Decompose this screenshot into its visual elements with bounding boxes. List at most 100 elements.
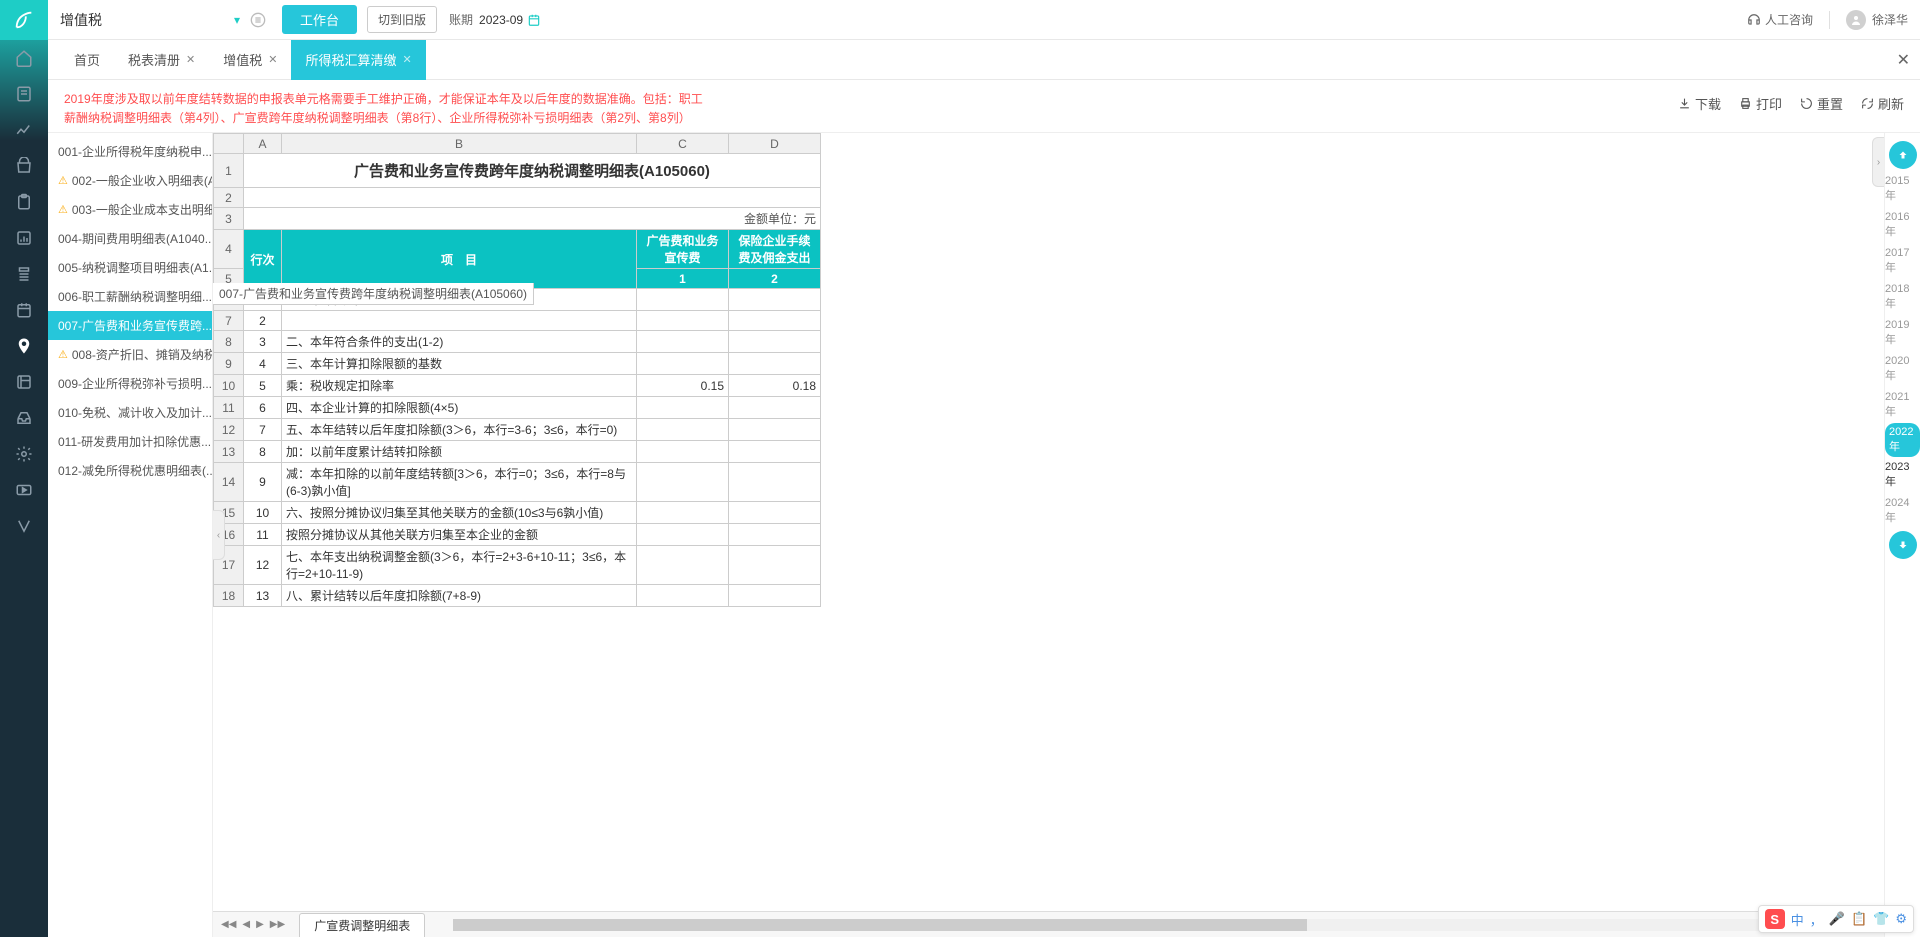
collapse-handle[interactable]: ‹ <box>213 510 225 560</box>
cell[interactable]: 6 <box>244 397 282 419</box>
cell[interactable] <box>729 289 821 311</box>
cell[interactable]: 4 <box>244 353 282 375</box>
cell[interactable] <box>729 311 821 331</box>
cell[interactable]: 七、本年支出纳税调整金额(3＞6，本行=2+3-6+10-11；3≤6，本行=2… <box>282 546 637 585</box>
year-item[interactable]: 2016年 <box>1885 207 1920 243</box>
user-menu[interactable]: 徐泽华 <box>1846 10 1908 30</box>
cell[interactable]: 减：本年扣除的以前年度结转额[3＞6，本行=0；3≤6，本行=8与(6-3)孰小… <box>282 463 637 502</box>
nav-video-icon[interactable] <box>0 472 48 508</box>
calendar-icon[interactable] <box>527 13 541 27</box>
sheet-nav-first-icon[interactable]: ◀◀ <box>219 919 238 930</box>
cell[interactable]: 三、本年计算扣除限额的基数 <box>282 353 637 375</box>
tab[interactable]: 首页 <box>60 40 114 80</box>
tab[interactable]: 税表清册✕ <box>114 40 209 80</box>
year-item[interactable]: 2019年 <box>1885 315 1920 351</box>
nav-bag-icon[interactable] <box>0 148 48 184</box>
cell[interactable] <box>729 463 821 502</box>
nav-settings-icon[interactable] <box>0 436 48 472</box>
nav-home-icon[interactable] <box>0 40 48 76</box>
cell[interactable] <box>637 311 729 331</box>
cell[interactable] <box>282 311 637 331</box>
year-item[interactable]: 2015年 <box>1885 171 1920 207</box>
module-dropdown[interactable]: 增值税 ▾ <box>60 10 240 30</box>
form-list-item[interactable]: ⚠002-一般企业收入明细表(A... <box>48 166 212 195</box>
cell[interactable]: 1 <box>637 269 729 289</box>
switch-old-button[interactable]: 切到旧版 <box>367 6 437 33</box>
sheet-nav-last-icon[interactable]: ▶▶ <box>268 919 287 930</box>
nav-doc-icon[interactable] <box>0 76 48 112</box>
cell[interactable]: 行次 <box>244 230 282 289</box>
nav-template-icon[interactable] <box>0 256 48 292</box>
nav-chart-icon[interactable] <box>0 112 48 148</box>
form-list-item[interactable]: 005-纳税调整项目明细表(A1... <box>48 253 212 282</box>
nav-archive-icon[interactable] <box>0 364 48 400</box>
cell[interactable]: 保险企业手续费及佣金支出 <box>729 230 821 269</box>
tab-close-icon[interactable]: ✕ <box>268 53 277 66</box>
cell[interactable]: 二、本年符合条件的支出(1-2) <box>282 331 637 353</box>
nav-report-icon[interactable] <box>0 220 48 256</box>
reset-button[interactable]: 重置 <box>1800 94 1843 113</box>
cell[interactable] <box>729 441 821 463</box>
cell[interactable]: 3 <box>244 331 282 353</box>
cell[interactable] <box>637 524 729 546</box>
cell[interactable]: 金额单位：元 <box>244 208 821 230</box>
cell[interactable]: 7 <box>244 419 282 441</box>
download-button[interactable]: 下载 <box>1678 94 1721 113</box>
cell[interactable]: 八、累计结转以后年度扣除额(7+8-9) <box>282 585 637 607</box>
cell[interactable] <box>729 585 821 607</box>
form-list-item[interactable]: 007-广告费和业务宣传费跨... <box>48 311 212 340</box>
year-item[interactable]: 2022年 <box>1885 423 1920 457</box>
cell[interactable]: 13 <box>244 585 282 607</box>
cell[interactable] <box>637 397 729 419</box>
ime-punct[interactable]: ， <box>1810 910 1823 929</box>
list-icon-button[interactable] <box>244 6 272 34</box>
sheet-nav-prev-icon[interactable]: ◀ <box>240 919 252 930</box>
year-item[interactable]: 2017年 <box>1885 243 1920 279</box>
print-button[interactable]: 打印 <box>1739 94 1782 113</box>
cell[interactable] <box>637 585 729 607</box>
cell[interactable]: 11 <box>244 524 282 546</box>
cell[interactable] <box>637 546 729 585</box>
tab[interactable]: 增值税✕ <box>209 40 291 80</box>
cell[interactable] <box>637 463 729 502</box>
ime-mic-icon[interactable]: 🎤 <box>1829 911 1845 927</box>
sheet-scroll[interactable]: ABCD1广告费和业务宣传费跨年度纳税调整明细表(A105060)23金额单位：… <box>213 133 1884 911</box>
form-list-item[interactable]: 010-免税、减计收入及加计... <box>48 398 212 427</box>
form-list-item[interactable]: 011-研发费用加计扣除优惠... <box>48 427 212 456</box>
form-list-item[interactable]: ⚠003-一般企业成本支出明细... <box>48 195 212 224</box>
cell[interactable]: 2 <box>729 269 821 289</box>
nav-tax-icon[interactable] <box>0 328 48 364</box>
cell[interactable] <box>729 353 821 375</box>
workbench-button[interactable]: 工作台 <box>282 5 357 34</box>
cell[interactable]: 项 目 <box>282 230 637 289</box>
close-all-tabs-icon[interactable]: ✕ <box>1897 50 1910 70</box>
sheet-tab[interactable]: 广宣费调整明细表 <box>299 913 425 937</box>
ime-logo-icon[interactable]: S <box>1765 909 1785 929</box>
cell[interactable]: 广告费和业务宣传费跨年度纳税调整明细表(A105060) <box>244 154 821 188</box>
cell[interactable] <box>637 419 729 441</box>
year-item[interactable]: 2020年 <box>1885 351 1920 387</box>
year-down-button[interactable] <box>1889 531 1917 559</box>
cell[interactable]: 8 <box>244 441 282 463</box>
cell[interactable]: 5 <box>244 375 282 397</box>
expand-handle[interactable]: › <box>1872 137 1884 187</box>
cell[interactable] <box>637 331 729 353</box>
cell[interactable]: 乘：税收规定扣除率 <box>282 375 637 397</box>
cell[interactable]: 按照分摊协议从其他关联方归集至本企业的金额 <box>282 524 637 546</box>
cell[interactable]: 10 <box>244 502 282 524</box>
cell[interactable]: 六、按照分摊协议归集至其他关联方的金额(10≤3与6孰小值) <box>282 502 637 524</box>
nav-clipboard-icon[interactable] <box>0 184 48 220</box>
consult-button[interactable]: 人工咨询 <box>1747 11 1813 28</box>
cell[interactable]: 9 <box>244 463 282 502</box>
cell[interactable] <box>637 502 729 524</box>
form-list-item[interactable]: 012-减免所得税优惠明细表(... <box>48 456 212 485</box>
year-up-button[interactable] <box>1889 141 1917 169</box>
cell[interactable] <box>637 441 729 463</box>
sheet-nav-next-icon[interactable]: ▶ <box>254 919 266 930</box>
tab[interactable]: 所得税汇算清缴✕ <box>291 40 425 80</box>
year-item[interactable]: 2024年 <box>1885 493 1920 529</box>
year-item[interactable]: 2018年 <box>1885 279 1920 315</box>
refresh-button[interactable]: 刷新 <box>1861 94 1904 113</box>
cell[interactable] <box>729 502 821 524</box>
nav-v-icon[interactable] <box>0 508 48 544</box>
